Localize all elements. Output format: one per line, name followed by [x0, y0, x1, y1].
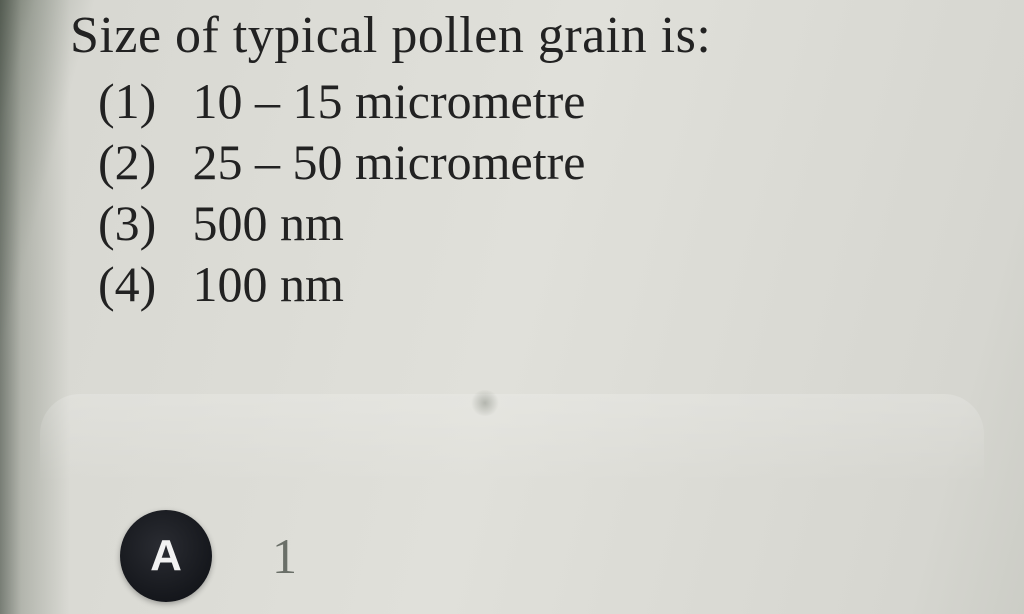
option-3-num: (3): [98, 193, 180, 254]
question-text: Size of typical pollen grain is:: [70, 6, 1004, 65]
option-1-num: (1): [98, 71, 180, 132]
option-1: (1) 10 – 15 micrometre: [98, 71, 1004, 132]
option-2-num: (2): [98, 132, 180, 193]
answer-card-edge: [40, 394, 984, 484]
option-4: (4) 100 nm: [98, 254, 1004, 315]
answer-number: 1: [272, 527, 297, 585]
option-4-text: 100 nm: [193, 256, 344, 312]
question-block: Size of typical pollen grain is: (1) 10 …: [38, 6, 1004, 315]
answer-row: A 1: [120, 510, 297, 602]
answer-badge[interactable]: A: [120, 510, 212, 602]
option-4-num: (4): [98, 254, 180, 315]
option-2: (2) 25 – 50 micrometre: [98, 132, 1004, 193]
option-1-text: 10 – 15 micrometre: [193, 73, 586, 129]
paper-smudge: [470, 390, 500, 416]
option-3-text: 500 nm: [193, 195, 344, 251]
options-list: (1) 10 – 15 micrometre (2) 25 – 50 micro…: [98, 71, 1004, 315]
answer-badge-letter: A: [150, 531, 182, 581]
option-3: (3) 500 nm: [98, 193, 1004, 254]
option-2-text: 25 – 50 micrometre: [193, 134, 586, 190]
